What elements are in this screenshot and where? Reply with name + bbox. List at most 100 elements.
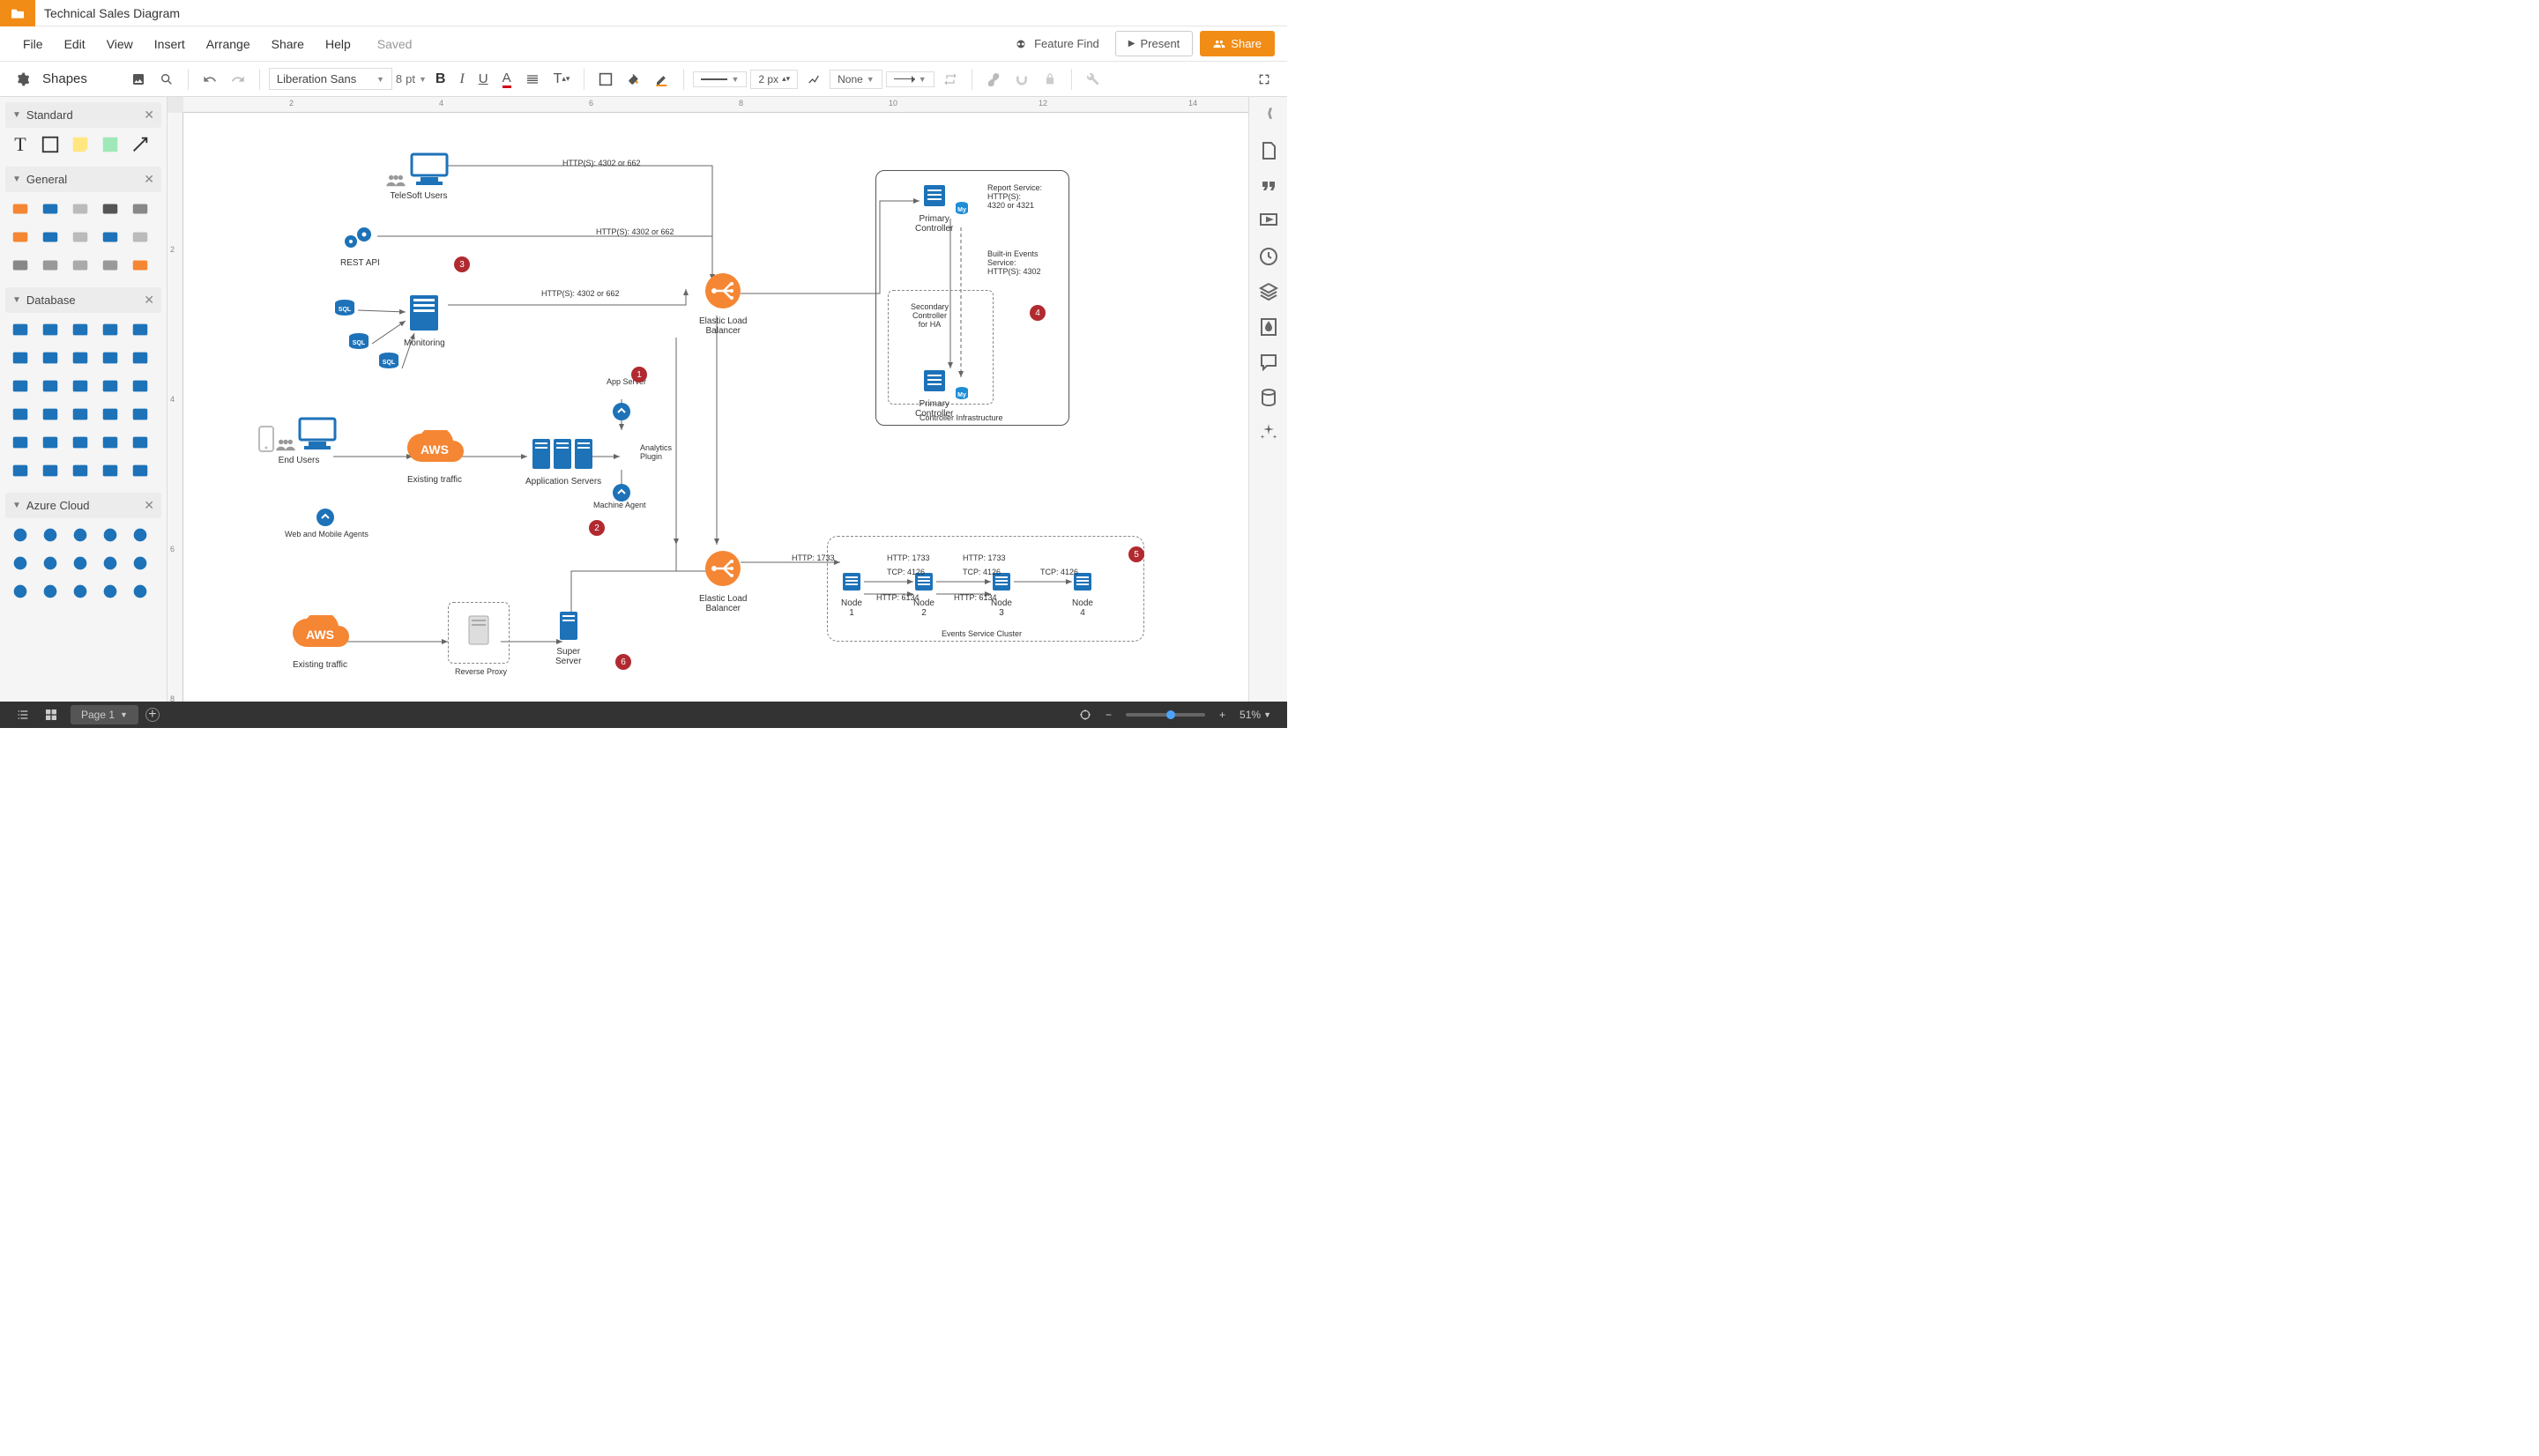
node-elb-2[interactable]: Elastic LoadBalancer [699,549,747,613]
shape-swatch[interactable] [71,376,90,396]
shape-swatch[interactable] [41,553,60,573]
shape-swatch[interactable] [101,553,120,573]
shape-swatch[interactable] [101,433,120,452]
shape-swatch[interactable] [71,227,90,247]
menu-edit[interactable]: Edit [54,30,96,58]
shape-swatch[interactable] [130,405,150,424]
shape-swatch[interactable] [101,348,120,368]
shape-swatch[interactable] [11,405,30,424]
target-icon[interactable] [1072,705,1098,724]
bold-icon[interactable]: B [430,68,451,91]
events-cluster-box[interactable] [827,536,1144,642]
node-primary-controller-2[interactable]: PrimaryController [915,368,953,419]
present-button[interactable]: ▶Present [1115,31,1194,56]
shape-swatch[interactable] [11,433,30,452]
shape-swatch[interactable] [101,525,120,545]
panel-general-header[interactable]: ▼General✕ [5,167,161,192]
shape-swatch[interactable] [71,256,90,275]
close-icon[interactable]: ✕ [144,498,154,513]
shape-swatch[interactable] [71,433,90,452]
share-button[interactable]: Share [1200,31,1275,56]
layers-icon[interactable] [1258,281,1279,302]
shape-swatch[interactable] [11,199,30,219]
font-selector[interactable]: Liberation Sans▼ [269,68,392,90]
present-icon[interactable] [1258,211,1279,232]
lock-icon[interactable] [1038,69,1062,90]
node-web-mobile-arrow[interactable] [316,508,335,530]
shape-swatch[interactable] [11,553,30,573]
shape-swatch[interactable] [130,461,150,480]
node-super-server[interactable]: SuperServer [555,611,581,666]
shape-swatch[interactable] [41,199,60,219]
menu-view[interactable]: View [96,30,144,58]
node-sql-db[interactable]: SQL [377,352,400,374]
shape-fill-icon[interactable] [593,69,618,90]
menu-help[interactable]: Help [315,30,361,58]
shape-swatch[interactable] [11,256,30,275]
node-telesoft-users[interactable]: TeleSoft Users [386,152,451,201]
node-reverse-proxy-icon[interactable] [467,614,490,649]
menu-arrange[interactable]: Arrange [196,30,261,58]
border-color-icon[interactable] [650,69,674,90]
shape-swatch[interactable] [11,376,30,396]
menu-share[interactable]: Share [261,30,315,58]
app-logo[interactable] [0,0,35,26]
shape-swatch[interactable] [71,525,90,545]
shape-swatch[interactable] [101,320,120,339]
shape-swatch[interactable] [130,582,150,601]
italic-icon[interactable]: I [454,68,469,91]
page-icon[interactable] [1258,140,1279,161]
shape-swatch[interactable] [130,348,150,368]
line-width[interactable]: 2 px▴▾ [750,70,798,89]
sparkle-icon[interactable] [1258,422,1279,443]
shape-swatch[interactable] [130,525,150,545]
shape-swatch[interactable] [71,348,90,368]
shape-swatch[interactable] [71,199,90,219]
align-icon[interactable] [520,69,545,90]
shape-swatch[interactable] [101,461,120,480]
arrow-style[interactable]: ▼ [886,71,934,87]
swap-icon[interactable] [938,69,963,90]
shape-swatch[interactable] [130,320,150,339]
node-aws-1[interactable]: AWSExisting traffic [404,430,465,485]
shape-swatch[interactable] [130,433,150,452]
node-sql-db[interactable]: SQL [333,299,356,321]
shape-swatch[interactable] [41,376,60,396]
node-primary-controller-1[interactable]: PrimaryController [915,183,953,234]
shape-swatch[interactable] [11,525,30,545]
node-rest-api[interactable]: REST API [340,226,380,268]
image-icon[interactable] [126,69,151,90]
note-yellow-icon[interactable] [71,135,90,154]
shapes-panel[interactable]: ▼Standard✕ T ▼General✕ ▼Database✕ [0,97,168,702]
clock-icon[interactable] [1258,246,1279,267]
outline-icon[interactable] [9,704,37,725]
shape-swatch[interactable] [71,582,90,601]
close-icon[interactable]: ✕ [144,172,154,187]
shape-swatch[interactable] [41,256,60,275]
shape-swatch[interactable] [101,227,120,247]
shape-swatch[interactable] [41,320,60,339]
shape-swatch[interactable] [101,405,120,424]
font-size[interactable]: 8 pt ▼ [396,72,427,85]
node-event-4[interactable]: Node4 [1072,571,1093,618]
shape-swatch[interactable] [71,405,90,424]
shape-swatch[interactable] [130,256,150,275]
add-page-icon[interactable]: + [138,704,167,725]
shapes-button[interactable]: Shapes [39,71,87,86]
shape-swatch[interactable] [130,553,150,573]
zoom-slider[interactable] [1126,713,1205,717]
zoom-out-icon[interactable]: − [1098,705,1119,724]
menu-insert[interactable]: Insert [144,30,196,58]
node-app-server-arrow[interactable] [612,402,631,424]
fill-bucket-icon[interactable] [622,69,646,90]
collapse-rail-icon[interactable]: ⟨⟨ [1267,106,1270,121]
diagram[interactable]: TeleSoft UsersREST APIMonitoringSQLSQLSQ… [183,113,1241,702]
arrow-shape-icon[interactable] [130,135,150,154]
zoom-level[interactable]: 51% ▼ [1232,705,1278,724]
search-icon[interactable] [154,69,179,90]
shape-swatch[interactable] [41,348,60,368]
fullscreen-icon[interactable] [1252,69,1277,90]
shape-swatch[interactable] [11,320,30,339]
node-sql-db[interactable]: SQL [347,332,370,354]
feature-find[interactable]: Feature Find [1004,31,1108,57]
